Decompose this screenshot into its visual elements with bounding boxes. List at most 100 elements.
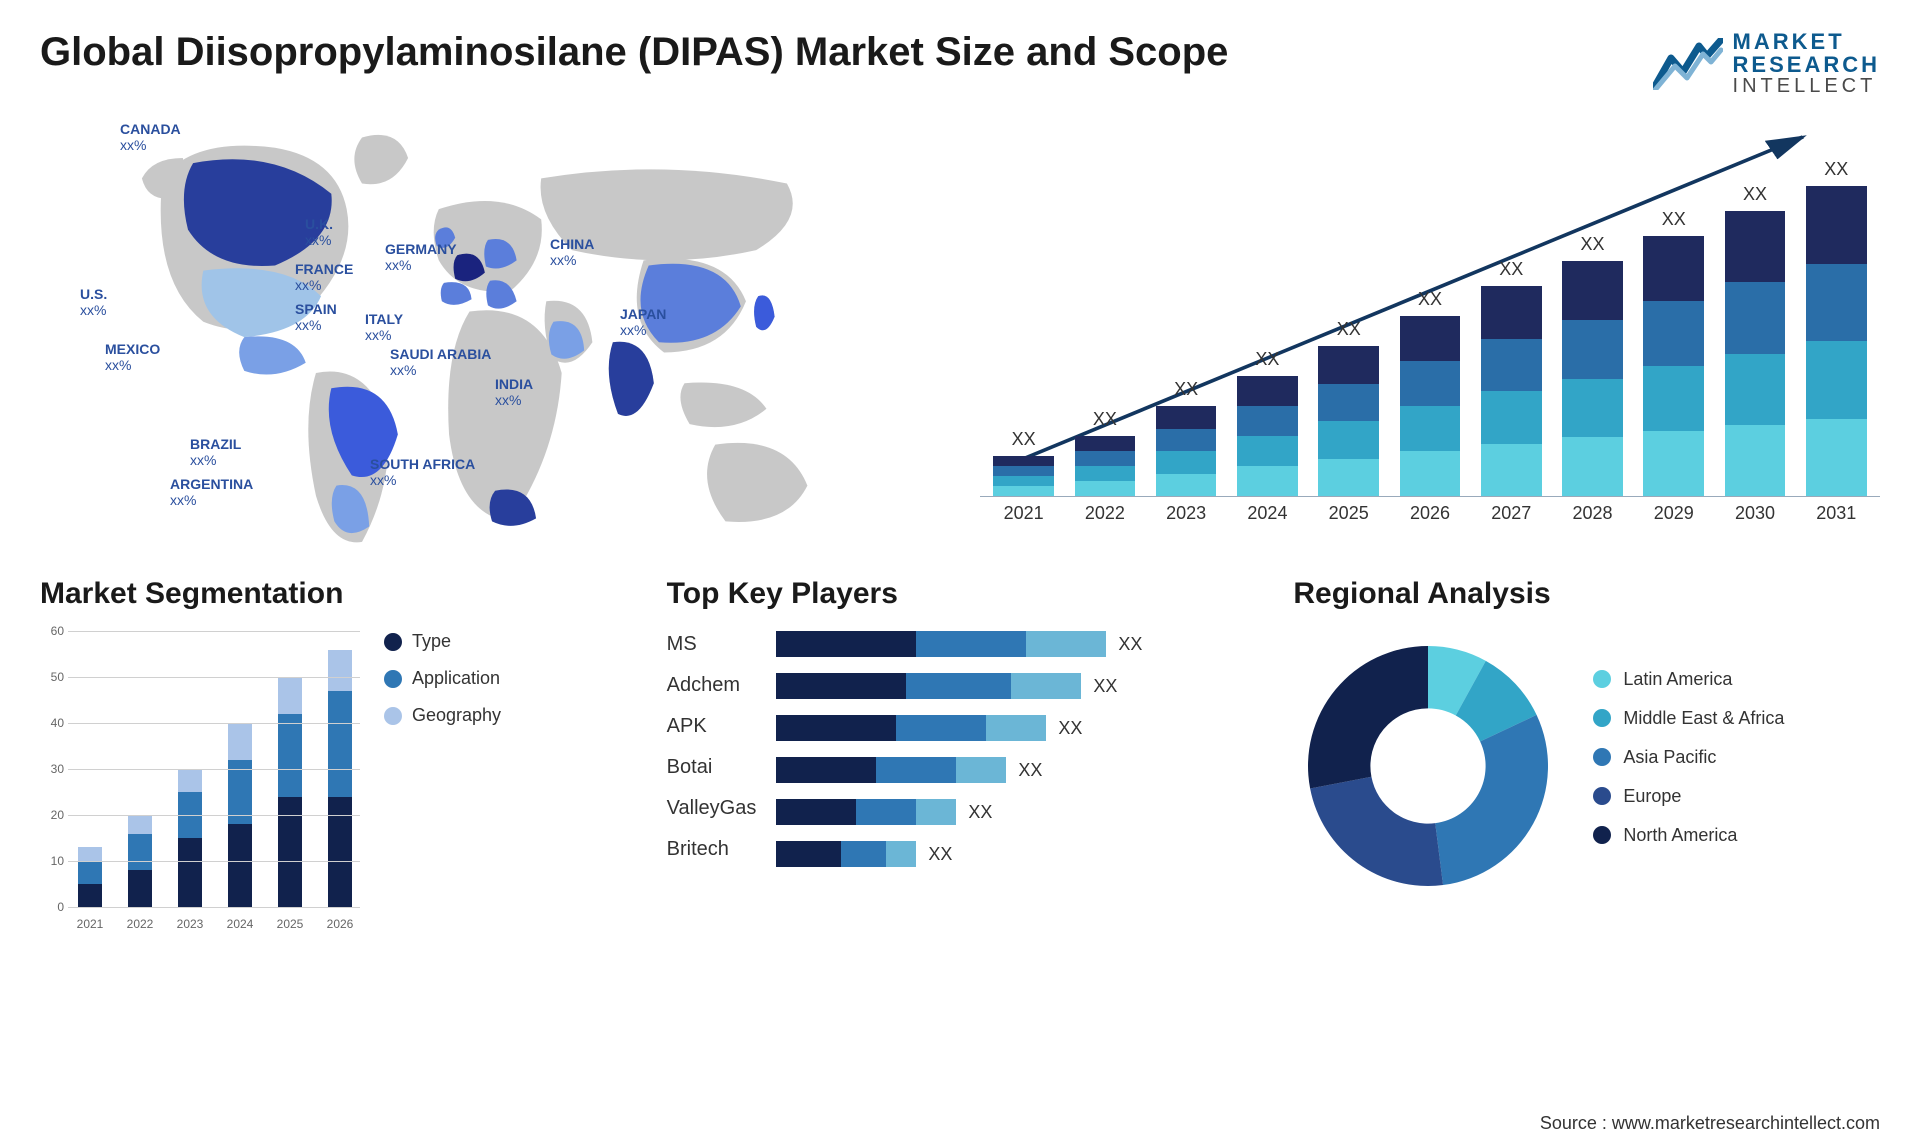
kp-label: ValleyGas bbox=[667, 797, 757, 820]
main-bar-segment bbox=[1400, 316, 1461, 361]
main-bar-2025: XX bbox=[1313, 319, 1384, 496]
main-bar-chart: XXXXXXXXXXXXXXXXXXXXXX bbox=[980, 117, 1880, 497]
map-label-france: FRANCExx% bbox=[295, 262, 353, 293]
main-x-tick: 2024 bbox=[1232, 503, 1303, 524]
kp-bar bbox=[776, 673, 1081, 699]
main-bar-value-label: XX bbox=[1255, 349, 1279, 370]
key-players-title: Top Key Players bbox=[667, 577, 1254, 611]
main-bar-value-label: XX bbox=[1499, 259, 1523, 280]
seg-bar-2021 bbox=[70, 847, 110, 907]
main-bar-segment bbox=[1643, 366, 1704, 431]
legend-swatch-icon bbox=[1593, 709, 1611, 727]
kp-label: APK bbox=[667, 715, 757, 738]
main-bar-segment bbox=[993, 456, 1054, 466]
kp-bar-segment bbox=[1011, 673, 1081, 699]
seg-y-tick: 10 bbox=[40, 854, 64, 868]
brand-logo-text: MARKET RESEARCH INTELLECT bbox=[1733, 30, 1880, 97]
kp-bar-segment bbox=[886, 841, 916, 867]
regional-panel: Regional Analysis Latin AmericaMiddle Ea… bbox=[1293, 577, 1880, 931]
brand-line1: MARKET bbox=[1733, 30, 1880, 53]
regional-donut-chart bbox=[1293, 631, 1563, 901]
main-bar-segment bbox=[1318, 346, 1379, 384]
seg-bar-segment bbox=[328, 691, 352, 797]
kp-value-label: XX bbox=[1093, 676, 1117, 697]
brand-line3: INTELLECT bbox=[1733, 76, 1880, 97]
main-bar-value-label: XX bbox=[1093, 409, 1117, 430]
main-bar-segment bbox=[1075, 466, 1136, 481]
kp-bar bbox=[776, 631, 1106, 657]
main-bar-segment bbox=[1725, 282, 1786, 353]
main-bar-segment bbox=[1400, 406, 1461, 451]
seg-legend-item: Type bbox=[384, 631, 501, 652]
map-label-saudi-arabia: SAUDI ARABIAxx% bbox=[390, 347, 491, 378]
seg-gridline bbox=[68, 907, 360, 908]
legend-swatch-icon bbox=[1593, 787, 1611, 805]
main-bar-value-label: XX bbox=[1580, 234, 1604, 255]
legend-label: Geography bbox=[412, 705, 501, 726]
main-bar-segment bbox=[1400, 361, 1461, 406]
map-label-india: INDIAxx% bbox=[495, 377, 533, 408]
seg-y-tick: 20 bbox=[40, 808, 64, 822]
kp-bar-row: XX bbox=[776, 841, 1253, 867]
main-bar-value-label: XX bbox=[1743, 184, 1767, 205]
kp-bar-segment bbox=[916, 631, 1026, 657]
main-bar-segment bbox=[1156, 429, 1217, 452]
main-bar-segment bbox=[1643, 431, 1704, 496]
segmentation-title: Market Segmentation bbox=[40, 577, 627, 611]
main-bar-segment bbox=[1318, 421, 1379, 459]
kp-bar-segment bbox=[776, 841, 841, 867]
main-bar-segment bbox=[993, 466, 1054, 476]
legend-label: Middle East & Africa bbox=[1623, 708, 1784, 729]
main-x-tick: 2026 bbox=[1394, 503, 1465, 524]
legend-label: Europe bbox=[1623, 786, 1681, 807]
main-x-tick: 2021 bbox=[988, 503, 1059, 524]
seg-y-tick: 40 bbox=[40, 716, 64, 730]
segmentation-chart: 202120222023202420252026 0102030405060 bbox=[40, 631, 360, 931]
kp-bar-segment bbox=[856, 799, 916, 825]
seg-bar-segment bbox=[228, 723, 252, 760]
main-bar-segment bbox=[1562, 437, 1623, 496]
main-bar-value-label: XX bbox=[1337, 319, 1361, 340]
legend-swatch-icon bbox=[384, 633, 402, 651]
seg-bar-2025 bbox=[270, 677, 310, 907]
main-bar-segment bbox=[1237, 376, 1298, 406]
brand-logo-icon bbox=[1653, 38, 1723, 90]
seg-bar-segment bbox=[328, 797, 352, 907]
kp-bar bbox=[776, 715, 1046, 741]
kp-bar-segment bbox=[776, 631, 916, 657]
main-x-tick: 2031 bbox=[1801, 503, 1872, 524]
kp-bar-segment bbox=[776, 799, 856, 825]
main-bar-segment bbox=[1806, 186, 1867, 264]
kp-bar bbox=[776, 757, 1006, 783]
brand-logo: MARKET RESEARCH INTELLECT bbox=[1653, 30, 1880, 97]
kp-bar-segment bbox=[906, 673, 1011, 699]
kp-bar bbox=[776, 841, 916, 867]
map-label-germany: GERMANYxx% bbox=[385, 242, 457, 273]
kp-bar-segment bbox=[876, 757, 956, 783]
kp-bar-row: XX bbox=[776, 757, 1253, 783]
seg-legend-item: Geography bbox=[384, 705, 501, 726]
main-bar-value-label: XX bbox=[1418, 289, 1442, 310]
main-bar-2028: XX bbox=[1557, 234, 1628, 496]
main-bar-segment bbox=[1481, 391, 1542, 444]
main-bar-2027: XX bbox=[1476, 259, 1547, 496]
kp-label: Adchem bbox=[667, 674, 757, 697]
seg-y-tick: 0 bbox=[40, 900, 64, 914]
main-x-tick: 2023 bbox=[1151, 503, 1222, 524]
map-label-south-africa: SOUTH AFRICAxx% bbox=[370, 457, 475, 488]
seg-x-tick: 2026 bbox=[320, 917, 360, 931]
legend-swatch-icon bbox=[1593, 826, 1611, 844]
kp-bar-segment bbox=[916, 799, 956, 825]
main-bar-segment bbox=[1725, 211, 1786, 282]
kp-bar-segment bbox=[896, 715, 986, 741]
map-label-japan: JAPANxx% bbox=[620, 307, 666, 338]
seg-bar-segment bbox=[278, 677, 302, 714]
seg-bar-segment bbox=[328, 650, 352, 691]
main-x-tick: 2025 bbox=[1313, 503, 1384, 524]
kp-value-label: XX bbox=[968, 802, 992, 823]
kp-label: MS bbox=[667, 633, 757, 656]
main-bar-2026: XX bbox=[1394, 289, 1465, 496]
legend-label: North America bbox=[1623, 825, 1737, 846]
kp-bar-row: XX bbox=[776, 799, 1253, 825]
legend-label: Application bbox=[412, 668, 500, 689]
